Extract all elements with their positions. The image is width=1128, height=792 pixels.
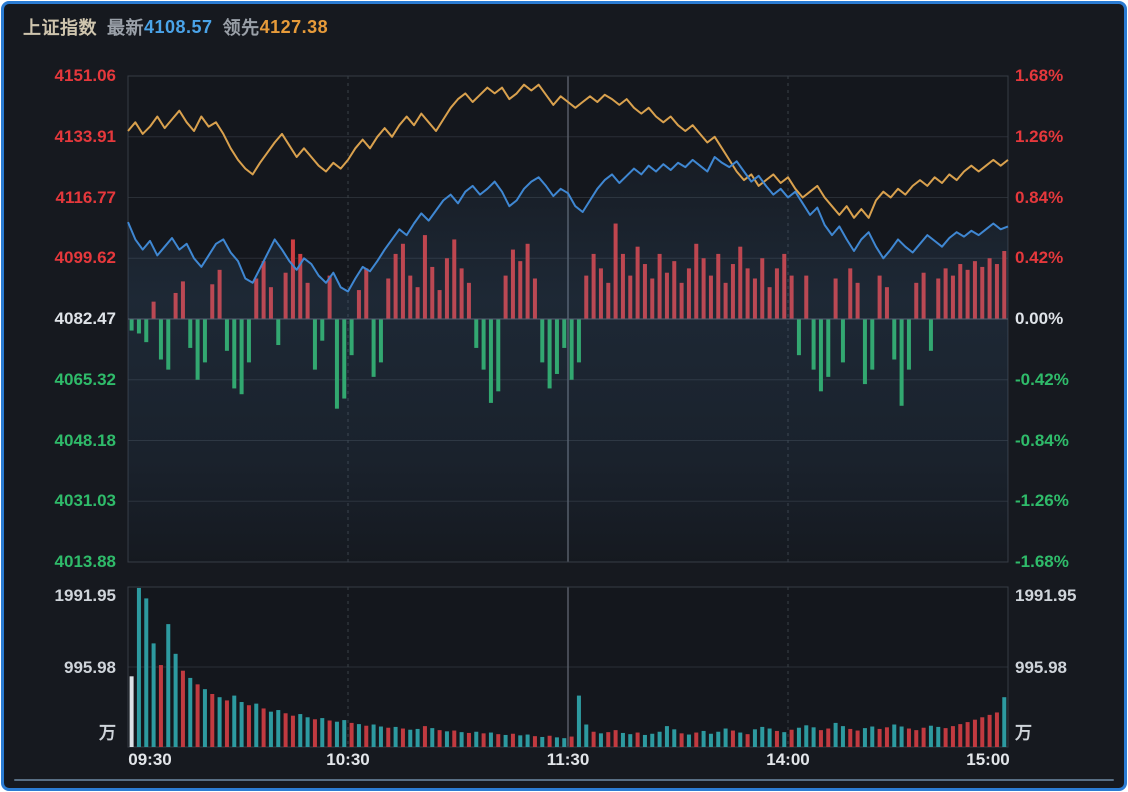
bottom-divider bbox=[14, 779, 1114, 781]
main-left-axis-label: 4151.06 bbox=[54, 66, 116, 85]
main-right-axis-label: 0.84% bbox=[1015, 187, 1064, 207]
time-axis-label: 09:30 bbox=[128, 750, 172, 769]
leading-value: 4127.38 bbox=[259, 16, 329, 37]
main-right-axis-label: -0.84% bbox=[1015, 430, 1069, 450]
intraday-price-chart[interactable] bbox=[125, 73, 1011, 565]
main-left-axis-label: 4048.18 bbox=[54, 430, 116, 450]
main-right-axis-label: 0.00% bbox=[1015, 309, 1064, 328]
main-left-axis-label: 4065.32 bbox=[54, 369, 116, 389]
main-right-axis-label: 1.68% bbox=[1015, 66, 1064, 85]
latest-value: 4108.57 bbox=[144, 16, 213, 37]
main-right-axis-label: 1.26% bbox=[1015, 126, 1064, 146]
chart-header: 上证指数 最新 4108.57 领先 4127.38 bbox=[23, 14, 328, 40]
main-right-axis-label: 0.42% bbox=[1015, 248, 1064, 268]
latest-price: 最新 4108.57 bbox=[107, 14, 213, 40]
main-right-axis-label: -1.68% bbox=[1015, 552, 1069, 571]
time-axis-label: 14:00 bbox=[766, 750, 810, 769]
leading-price: 领先 4127.38 bbox=[223, 14, 329, 40]
volume-right-axis-label: 万 bbox=[1015, 723, 1032, 743]
main-left-axis-label: 4013.88 bbox=[54, 552, 116, 571]
main-left-axis-label: 4082.47 bbox=[54, 309, 116, 328]
main-left-axis-label: 4133.91 bbox=[54, 126, 116, 146]
main-left-axis-label: 4031.03 bbox=[54, 491, 116, 511]
time-axis-label: 10:30 bbox=[326, 750, 370, 769]
main-right-axis-label: -0.42% bbox=[1015, 369, 1069, 389]
volume-left-axis-label: 万 bbox=[99, 723, 116, 743]
volume-right-axis-label: 995.98 bbox=[1015, 658, 1067, 677]
latest-label: 最新 bbox=[107, 18, 144, 38]
time-axis-label: 11:30 bbox=[546, 750, 590, 769]
volume-left-axis-label: 1991.95 bbox=[54, 586, 116, 605]
volume-chart[interactable] bbox=[125, 584, 1011, 750]
volume-right-axis-label: 1991.95 bbox=[1015, 586, 1077, 605]
time-axis-label: 15:00 bbox=[966, 750, 1010, 769]
volume-left-axis-label: 995.98 bbox=[64, 658, 116, 677]
main-right-axis-label: -1.26% bbox=[1015, 491, 1069, 511]
main-left-axis-label: 4099.62 bbox=[54, 248, 116, 268]
main-left-axis-label: 4116.77 bbox=[55, 187, 116, 207]
index-name: 上证指数 bbox=[23, 18, 97, 38]
leading-label: 领先 bbox=[222, 18, 260, 38]
